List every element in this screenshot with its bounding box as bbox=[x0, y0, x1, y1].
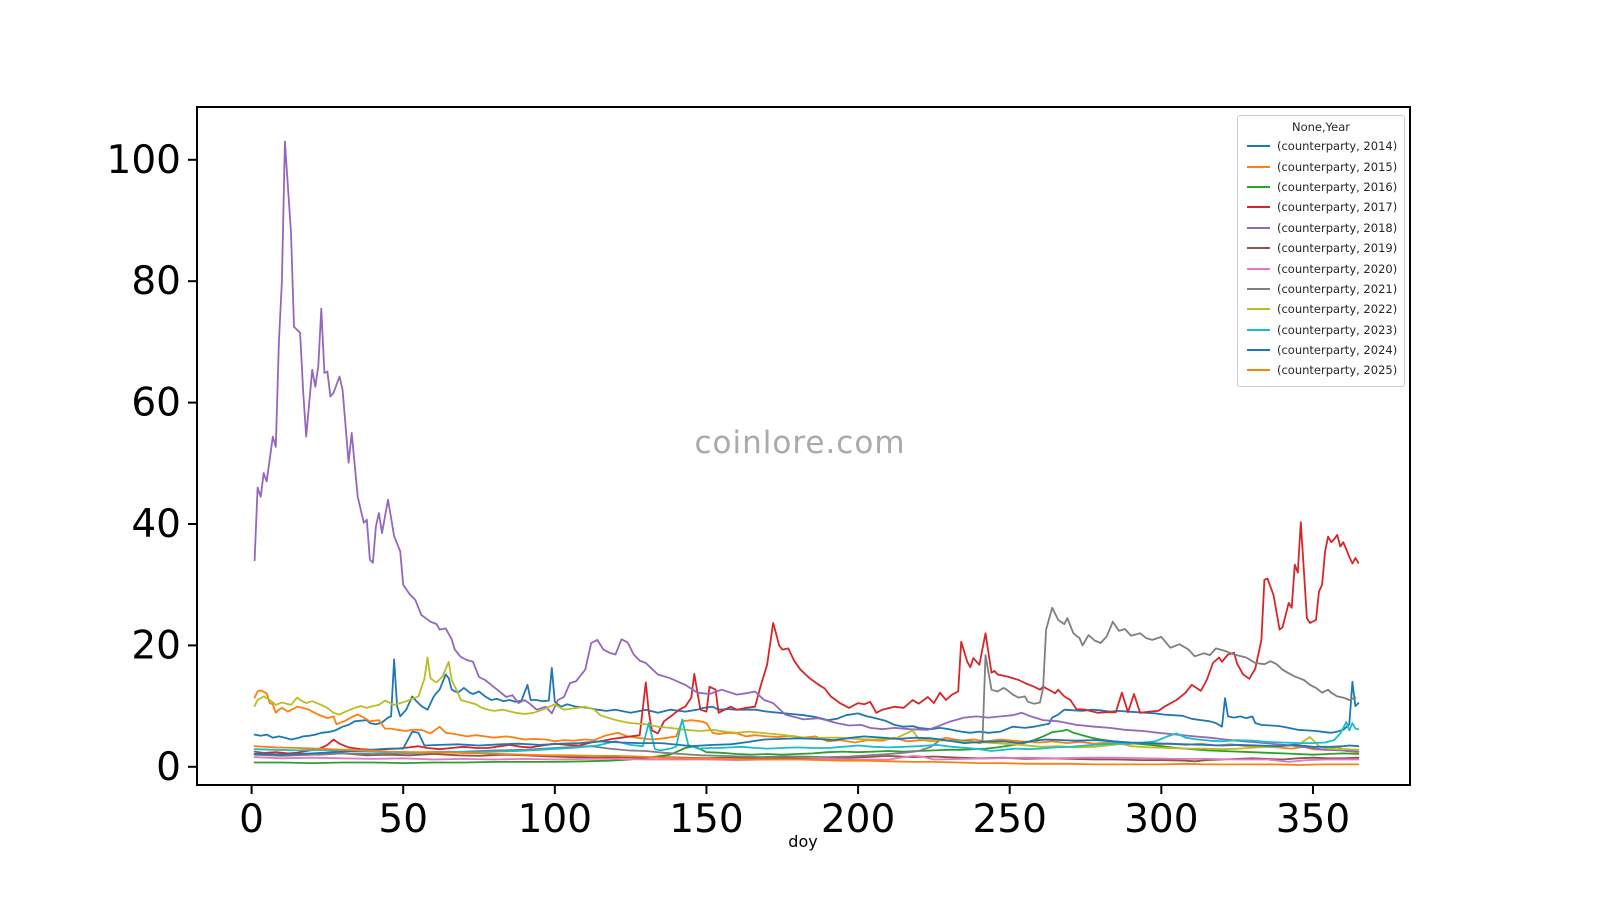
legend-item-label: (counterparty, 2018) bbox=[1277, 220, 1398, 235]
legend-swatch-2015 bbox=[1247, 165, 1270, 168]
legend-item-2024: (counterparty, 2024) bbox=[1238, 340, 1404, 360]
legend-item-label: (counterparty, 2019) bbox=[1277, 241, 1398, 256]
legend-item-2019: (counterparty, 2019) bbox=[1238, 238, 1404, 258]
y-tick-label: 100 bbox=[107, 138, 181, 183]
series-line-2017 bbox=[253, 521, 1360, 755]
legend-item-2016: (counterparty, 2016) bbox=[1238, 177, 1404, 197]
plot-frame bbox=[196, 106, 1411, 786]
legend-item-2022: (counterparty, 2022) bbox=[1238, 299, 1404, 319]
series-line-2020 bbox=[253, 755, 1360, 763]
x-tick-label: 250 bbox=[972, 797, 1046, 842]
legend-swatch-2017 bbox=[1247, 206, 1270, 209]
y-tick-label: 0 bbox=[156, 745, 181, 790]
legend-swatch-2018 bbox=[1247, 226, 1270, 229]
legend-item-label: (counterparty, 2015) bbox=[1277, 159, 1398, 174]
series-line-2021 bbox=[253, 606, 1357, 758]
x-tick-label: 350 bbox=[1276, 797, 1350, 842]
watermark-text: coinlore.com bbox=[694, 425, 906, 461]
legend-item-2020: (counterparty, 2020) bbox=[1238, 258, 1404, 278]
x-tick-label: 100 bbox=[518, 797, 592, 842]
y-tick-label: 20 bbox=[131, 623, 181, 668]
legend-item-label: (counterparty, 2017) bbox=[1277, 200, 1398, 215]
legend-swatch-2023 bbox=[1247, 328, 1270, 331]
legend-item-label: (counterparty, 2020) bbox=[1277, 261, 1398, 276]
legend-swatch-2020 bbox=[1247, 267, 1270, 270]
legend-item-2023: (counterparty, 2023) bbox=[1238, 320, 1404, 340]
x-tick-label: 0 bbox=[239, 797, 264, 842]
series-line-2024 bbox=[253, 730, 1360, 756]
legend-item-2017: (counterparty, 2017) bbox=[1238, 197, 1404, 217]
y-tick-label: 40 bbox=[131, 502, 181, 547]
legend-item-2014: (counterparty, 2014) bbox=[1238, 136, 1404, 156]
legend-swatch-2014 bbox=[1247, 145, 1270, 148]
x-tick-label: 150 bbox=[669, 797, 743, 842]
legend-item-label: (counterparty, 2022) bbox=[1277, 302, 1398, 317]
legend-swatch-2022 bbox=[1247, 308, 1270, 311]
legend-title: None,Year bbox=[1291, 120, 1350, 134]
series-line-2025 bbox=[253, 745, 1360, 766]
x-tick-label: 200 bbox=[821, 797, 895, 842]
x-axis-label: doy bbox=[788, 832, 818, 851]
y-tick-label: 80 bbox=[131, 259, 181, 304]
legend: None,Year (counterparty, 2014) (counterpa… bbox=[1237, 115, 1405, 387]
legend-item-label: (counterparty, 2014) bbox=[1277, 139, 1398, 154]
series-line-2018 bbox=[253, 140, 1360, 753]
legend-item-label: (counterparty, 2024) bbox=[1277, 343, 1398, 358]
legend-swatch-2021 bbox=[1247, 287, 1270, 290]
legend-item-2018: (counterparty, 2018) bbox=[1238, 218, 1404, 238]
legend-swatch-2025 bbox=[1247, 369, 1270, 372]
legend-swatch-2016 bbox=[1247, 185, 1270, 188]
x-tick-label: 300 bbox=[1124, 797, 1198, 842]
y-tick-label: 60 bbox=[131, 381, 181, 426]
legend-item-2015: (counterparty, 2015) bbox=[1238, 156, 1404, 176]
legend-item-2025: (counterparty, 2025) bbox=[1238, 360, 1404, 380]
legend-item-label: (counterparty, 2016) bbox=[1277, 179, 1398, 194]
legend-swatch-2019 bbox=[1247, 247, 1270, 250]
legend-item-label: (counterparty, 2023) bbox=[1277, 322, 1398, 337]
series-line-2014 bbox=[253, 658, 1360, 741]
series-line-2015 bbox=[253, 689, 1360, 754]
legend-item-2021: (counterparty, 2021) bbox=[1238, 279, 1404, 299]
legend-item-label: (counterparty, 2025) bbox=[1277, 363, 1398, 378]
legend-rows: (counterparty, 2014) (counterparty, 2015)… bbox=[1238, 136, 1404, 381]
legend-item-label: (counterparty, 2021) bbox=[1277, 281, 1398, 296]
series-line-2023 bbox=[253, 718, 1360, 755]
x-tick-label: 50 bbox=[378, 797, 428, 842]
legend-swatch-2024 bbox=[1247, 349, 1270, 352]
